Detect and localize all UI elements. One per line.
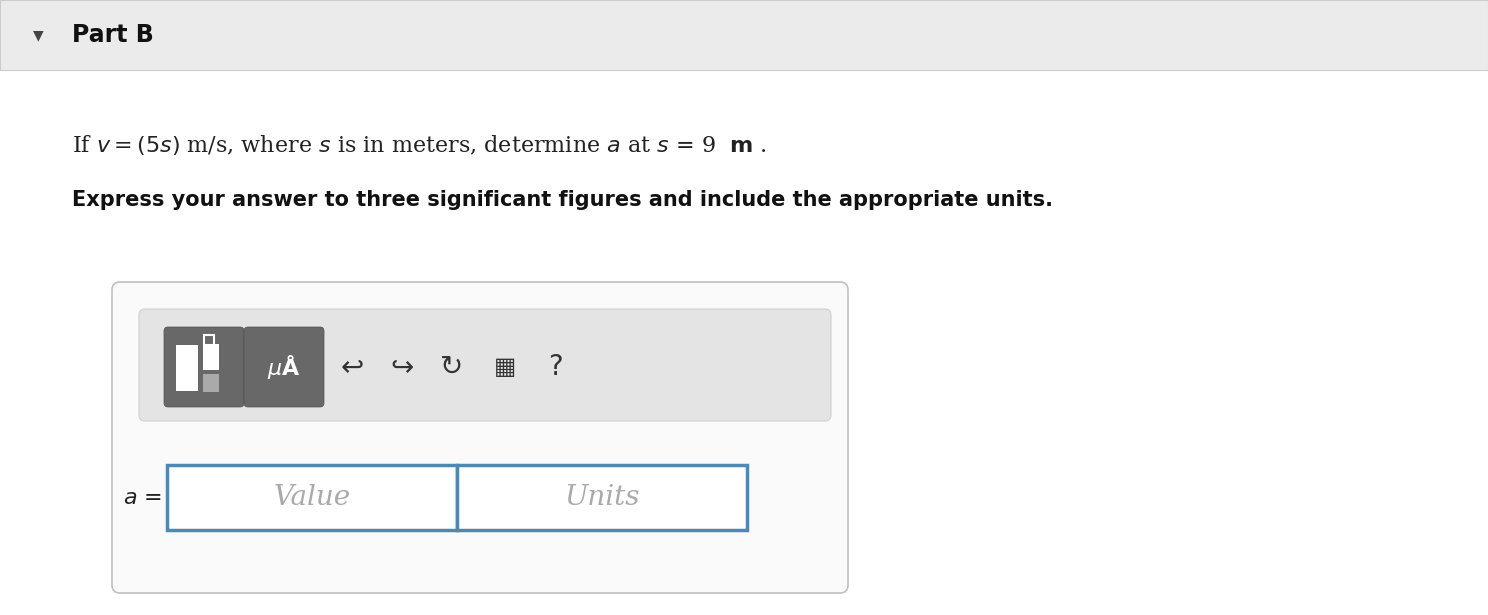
Text: Value: Value: [274, 484, 351, 511]
FancyBboxPatch shape: [138, 309, 830, 421]
FancyBboxPatch shape: [202, 374, 219, 392]
Text: ▼: ▼: [33, 28, 43, 42]
FancyBboxPatch shape: [176, 345, 198, 391]
Text: Units: Units: [564, 484, 640, 511]
FancyBboxPatch shape: [244, 327, 324, 407]
Text: Express your answer to three significant figures and include the appropriate uni: Express your answer to three significant…: [71, 190, 1054, 210]
FancyBboxPatch shape: [457, 465, 747, 530]
Text: ↩: ↩: [341, 353, 363, 381]
FancyBboxPatch shape: [167, 465, 457, 530]
Text: $a$ =: $a$ =: [124, 486, 162, 509]
FancyBboxPatch shape: [0, 70, 1488, 615]
FancyBboxPatch shape: [0, 0, 1488, 70]
Text: Part B: Part B: [71, 23, 153, 47]
Text: ▦: ▦: [494, 355, 516, 379]
Text: ↪: ↪: [390, 353, 414, 381]
Text: ↻: ↻: [440, 353, 464, 381]
Text: ?: ?: [548, 353, 562, 381]
FancyBboxPatch shape: [164, 327, 244, 407]
Text: $\mu$Å: $\mu$Å: [268, 353, 301, 381]
Text: If $v = (5s)$ m/s, where $s$ is in meters, determine $a$ at $s$ = 9  $\mathbf{m}: If $v = (5s)$ m/s, where $s$ is in meter…: [71, 133, 766, 157]
FancyBboxPatch shape: [112, 282, 848, 593]
FancyBboxPatch shape: [202, 344, 219, 370]
